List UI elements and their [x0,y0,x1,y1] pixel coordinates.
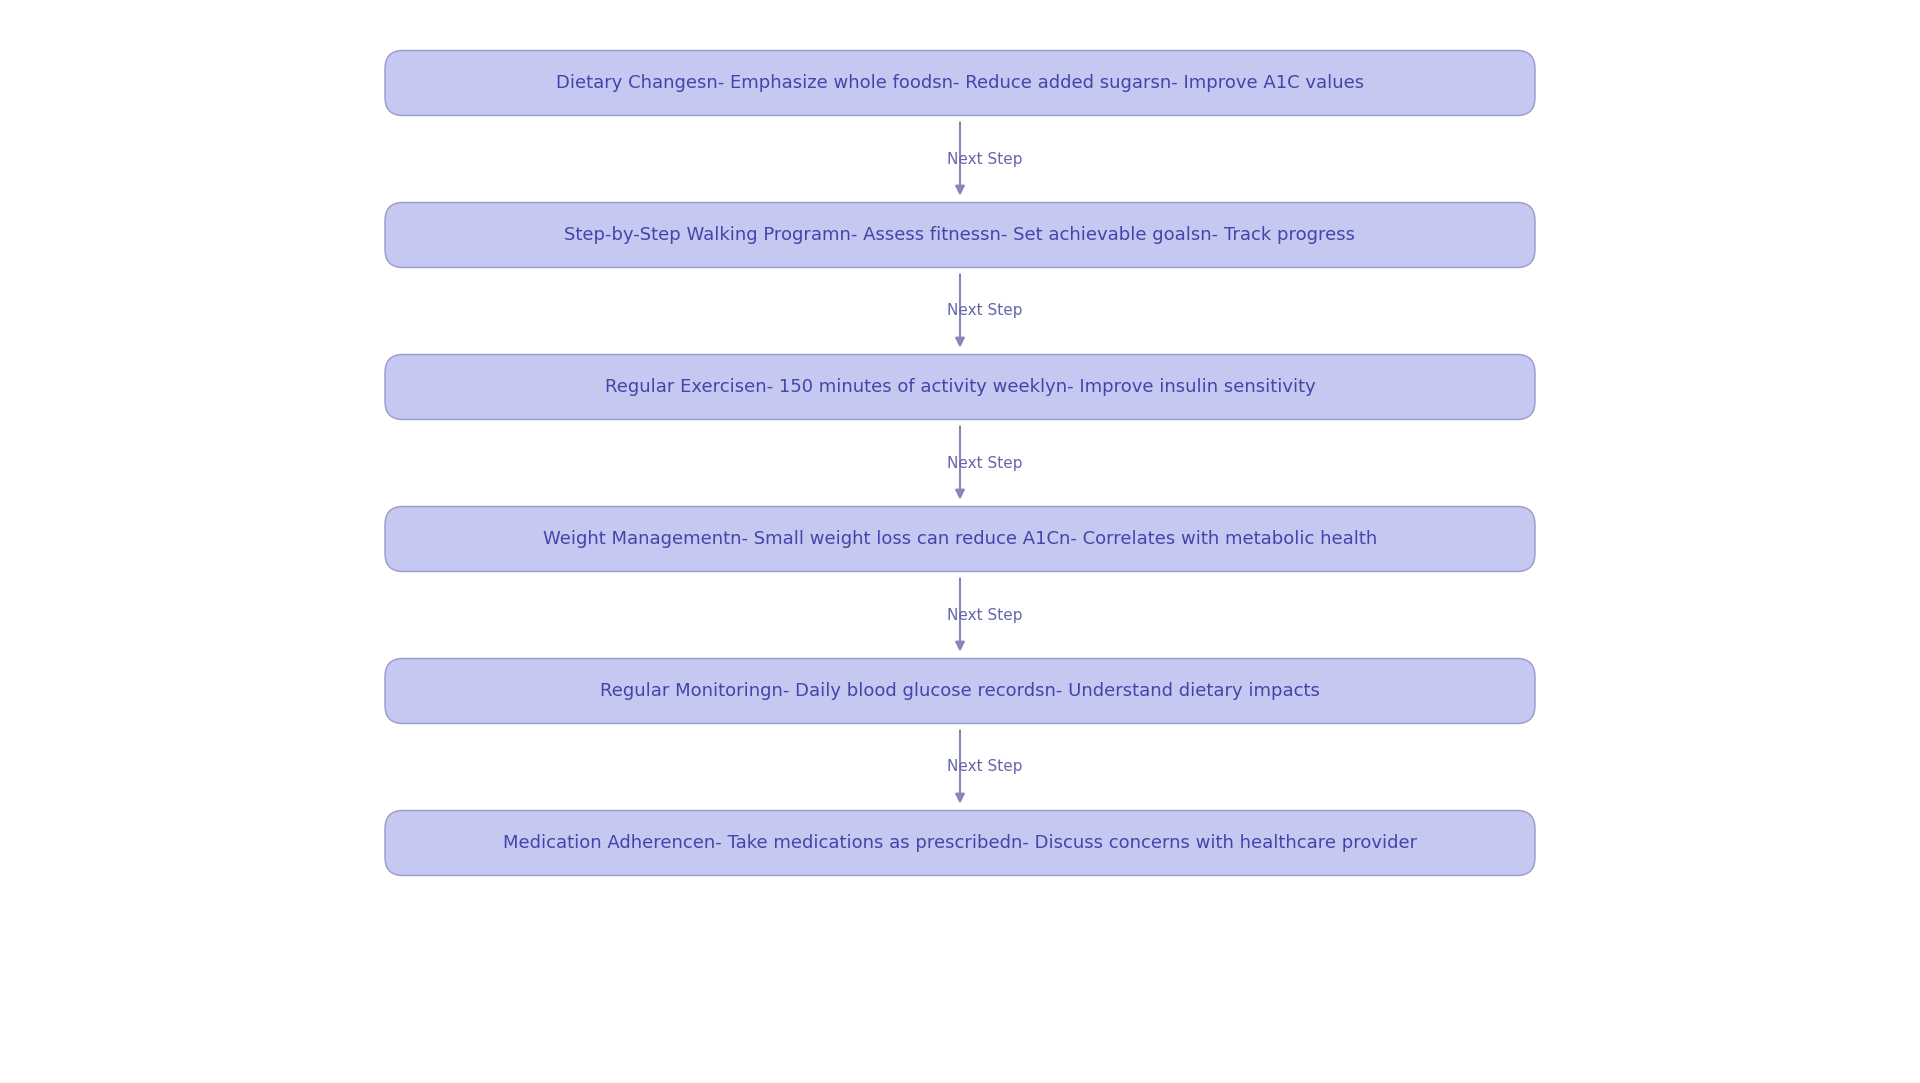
FancyBboxPatch shape [386,51,1534,116]
FancyBboxPatch shape [386,658,1534,723]
FancyBboxPatch shape [386,507,1534,572]
Text: Medication Adherencen- Take medications as prescribedn- Discuss concerns with he: Medication Adherencen- Take medications … [503,834,1417,852]
FancyBboxPatch shape [386,354,1534,419]
Text: Regular Monitoringn- Daily blood glucose recordsn- Understand dietary impacts: Regular Monitoringn- Daily blood glucose… [601,682,1319,700]
Text: Dietary Changesn- Emphasize whole foodsn- Reduce added sugarsn- Improve A1C valu: Dietary Changesn- Emphasize whole foodsn… [557,74,1363,92]
Text: Next Step: Next Step [947,759,1023,774]
Text: Step-by-Step Walking Programn- Assess fitnessn- Set achievable goalsn- Track pro: Step-by-Step Walking Programn- Assess fi… [564,226,1356,244]
Text: Next Step: Next Step [947,152,1023,167]
FancyBboxPatch shape [386,810,1534,875]
Text: Next Step: Next Step [947,608,1023,623]
Text: Next Step: Next Step [947,303,1023,318]
Text: Next Step: Next Step [947,456,1023,470]
Text: Regular Exercisen- 150 minutes of activity weeklyn- Improve insulin sensitivity: Regular Exercisen- 150 minutes of activi… [605,378,1315,396]
Text: Weight Managementn- Small weight loss can reduce A1Cn- Correlates with metabolic: Weight Managementn- Small weight loss ca… [543,530,1377,548]
FancyBboxPatch shape [386,203,1534,268]
